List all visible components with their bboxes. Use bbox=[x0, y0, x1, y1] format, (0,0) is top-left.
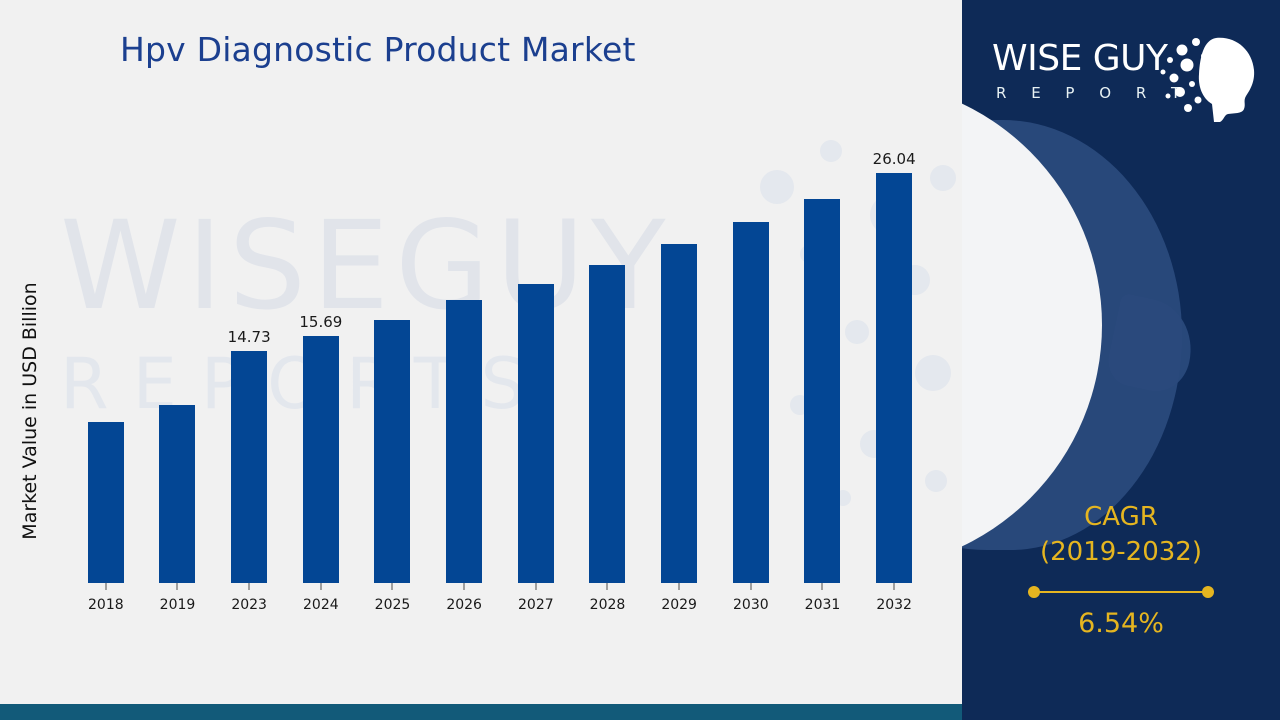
x-axis-tick-2025 bbox=[391, 583, 393, 590]
cagr-period: (2019-2032) bbox=[1039, 537, 1202, 568]
x-axis-label-2019: 2019 bbox=[159, 597, 196, 613]
x-axis-label-2023: 2023 bbox=[231, 597, 267, 613]
bar-2026[interactable] bbox=[446, 299, 483, 583]
x-axis-label-2028: 2028 bbox=[589, 597, 626, 613]
bar-2019[interactable] bbox=[159, 405, 196, 583]
bar-2029[interactable] bbox=[661, 244, 698, 583]
x-axis-label-2026: 2026 bbox=[446, 597, 482, 613]
x-axis-tick-2031 bbox=[821, 583, 823, 590]
bar-column-2030: 2030 bbox=[715, 150, 787, 613]
chart-panel: Hpv Diagnostic Product Market WISEGUY RE… bbox=[0, 30, 962, 720]
bar-column-2032: 26.04 2032 bbox=[858, 150, 930, 613]
x-axis-label-2030: 2030 bbox=[733, 597, 769, 613]
bar-chart-plot: 2018 2019 14.73 2023 15.69 2024 2025 2026 2027 20… bbox=[70, 150, 930, 613]
bar-2027[interactable] bbox=[517, 283, 554, 583]
x-axis-label-2024: 2024 bbox=[303, 597, 339, 613]
bar-column-2018: 2018 bbox=[70, 150, 142, 613]
logo-secondary-text: R E P O R T S bbox=[996, 84, 1225, 102]
x-axis-tick-2018 bbox=[105, 583, 107, 590]
cagr-title: CAGR bbox=[1084, 502, 1158, 532]
bar-column-2025: 2025 bbox=[357, 150, 429, 613]
x-axis-tick-2030 bbox=[750, 583, 752, 590]
page-title: Hpv Diagnostic Product Market bbox=[120, 30, 636, 69]
x-axis-tick-2032 bbox=[893, 583, 895, 590]
bar-2028[interactable] bbox=[589, 264, 626, 583]
logo-primary-text: WISE GUY bbox=[992, 38, 1168, 79]
bar-2025[interactable] bbox=[374, 320, 411, 583]
bar-2024[interactable] bbox=[302, 335, 339, 583]
cagr-block: CAGR (2019-2032) 6.54% bbox=[962, 500, 1280, 639]
x-axis-tick-2024 bbox=[320, 583, 322, 590]
bar-value-label-2032: 26.04 bbox=[872, 150, 916, 168]
bar-2032[interactable] bbox=[876, 173, 913, 583]
bar-value-label-2024: 15.69 bbox=[299, 312, 343, 331]
dotted-head-profile-icon bbox=[1154, 34, 1264, 124]
bar-value-label-2023: 14.73 bbox=[227, 328, 271, 347]
cagr-divider-dot-left bbox=[1028, 586, 1040, 599]
bar-2031[interactable] bbox=[804, 198, 841, 583]
x-axis-tick-2019 bbox=[176, 583, 178, 590]
footer-strip bbox=[0, 704, 962, 720]
x-axis-tick-2026 bbox=[463, 583, 465, 590]
x-axis-tick-2028 bbox=[606, 583, 608, 590]
bar-column-2026: 2026 bbox=[428, 150, 500, 613]
bar-column-2027: 2027 bbox=[500, 150, 572, 613]
x-axis-label-2031: 2031 bbox=[804, 597, 841, 613]
brand-panel: WISE GUY R E P O R T S bbox=[962, 0, 1280, 720]
x-axis-label-2027: 2027 bbox=[518, 597, 554, 613]
x-axis-label-2032: 2032 bbox=[876, 597, 912, 613]
bar-column-2019: 2019 bbox=[142, 150, 214, 613]
head-silhouette-nose bbox=[1103, 292, 1201, 398]
cagr-divider-dot-right bbox=[1202, 586, 1214, 599]
bar-column-2031: 2031 bbox=[787, 150, 859, 613]
x-axis-label-2018: 2018 bbox=[88, 597, 124, 613]
bar-2018[interactable] bbox=[87, 422, 124, 583]
bar-2030[interactable] bbox=[732, 222, 769, 583]
x-axis-label-2025: 2025 bbox=[374, 597, 411, 613]
y-axis-label: Market Value in USD Billion bbox=[19, 282, 41, 540]
bar-column-2028: 2028 bbox=[572, 150, 644, 613]
x-axis-tick-2023 bbox=[248, 583, 250, 590]
x-axis-label-2029: 2029 bbox=[661, 597, 697, 613]
bar-column-2029: 2029 bbox=[643, 150, 715, 613]
x-axis-tick-2029 bbox=[678, 583, 680, 590]
bar-column-2024: 15.69 2024 bbox=[285, 150, 357, 613]
x-axis-tick-2027 bbox=[535, 583, 537, 590]
cagr-value: 6.54% bbox=[1078, 608, 1164, 640]
bar-column-2023: 14.73 2023 bbox=[213, 150, 285, 613]
cagr-divider-line bbox=[1034, 591, 1208, 594]
cagr-divider bbox=[1028, 586, 1214, 599]
bar-2023[interactable] bbox=[231, 351, 268, 583]
wiseguy-reports-logo[interactable]: WISE GUY R E P O R T S bbox=[984, 34, 1264, 124]
